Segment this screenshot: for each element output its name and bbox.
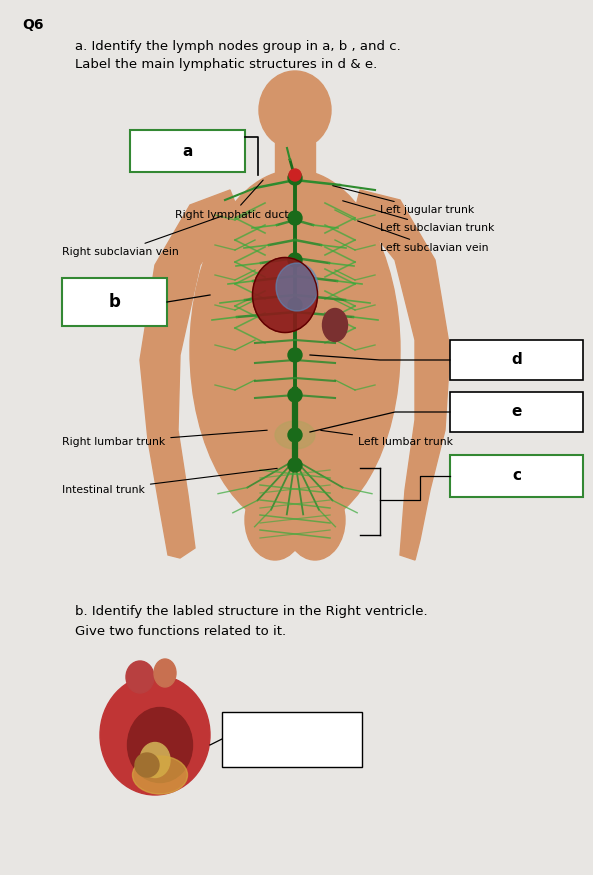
Text: e: e [511, 404, 522, 419]
Ellipse shape [276, 263, 318, 311]
Polygon shape [355, 190, 450, 560]
Ellipse shape [285, 480, 345, 560]
Text: Right lymphatic duct: Right lymphatic duct [175, 180, 289, 220]
Polygon shape [140, 190, 238, 558]
Text: Left subclavian vein: Left subclavian vein [358, 220, 489, 253]
Text: a. Identify the lymph nodes group in a, b , and c.: a. Identify the lymph nodes group in a, … [75, 40, 401, 53]
Text: Right lumbar trunk: Right lumbar trunk [62, 430, 267, 447]
FancyBboxPatch shape [450, 340, 583, 380]
Text: Q6: Q6 [22, 18, 43, 32]
Text: Give two functions related to it.: Give two functions related to it. [75, 625, 286, 638]
Ellipse shape [323, 309, 347, 341]
Ellipse shape [245, 480, 305, 560]
Text: b. Identify the labled structure in the Right ventricle.: b. Identify the labled structure in the … [75, 605, 428, 618]
Text: Intestinal trunk: Intestinal trunk [62, 468, 278, 495]
Circle shape [288, 348, 302, 362]
Text: a: a [182, 144, 193, 158]
FancyBboxPatch shape [130, 130, 245, 172]
FancyBboxPatch shape [222, 712, 362, 767]
Ellipse shape [190, 170, 400, 530]
FancyBboxPatch shape [275, 142, 315, 192]
FancyBboxPatch shape [62, 278, 167, 326]
Ellipse shape [253, 257, 317, 332]
FancyBboxPatch shape [450, 455, 583, 497]
Ellipse shape [140, 743, 170, 778]
Text: Right subclavian vein: Right subclavian vein [62, 216, 222, 257]
Ellipse shape [126, 661, 154, 693]
Circle shape [289, 169, 301, 181]
Ellipse shape [132, 756, 187, 794]
FancyBboxPatch shape [450, 392, 583, 432]
Text: c: c [512, 468, 521, 484]
Circle shape [288, 428, 302, 442]
Text: Left subclavian trunk: Left subclavian trunk [343, 200, 495, 233]
Ellipse shape [154, 659, 176, 687]
Text: d: d [511, 353, 522, 367]
Ellipse shape [275, 421, 315, 449]
Text: Label the main lymphatic structures in d & e.: Label the main lymphatic structures in d… [75, 58, 377, 71]
Circle shape [288, 388, 302, 402]
Circle shape [288, 253, 302, 267]
Circle shape [288, 211, 302, 225]
Ellipse shape [259, 71, 331, 149]
Ellipse shape [127, 708, 193, 782]
Text: Left lumbar trunk: Left lumbar trunk [321, 430, 453, 447]
Circle shape [288, 298, 302, 312]
Text: b: b [109, 293, 120, 311]
Circle shape [288, 171, 302, 185]
Circle shape [288, 458, 302, 472]
Text: Left jugular trunk: Left jugular trunk [333, 186, 474, 215]
Ellipse shape [100, 675, 210, 795]
Circle shape [135, 753, 159, 777]
